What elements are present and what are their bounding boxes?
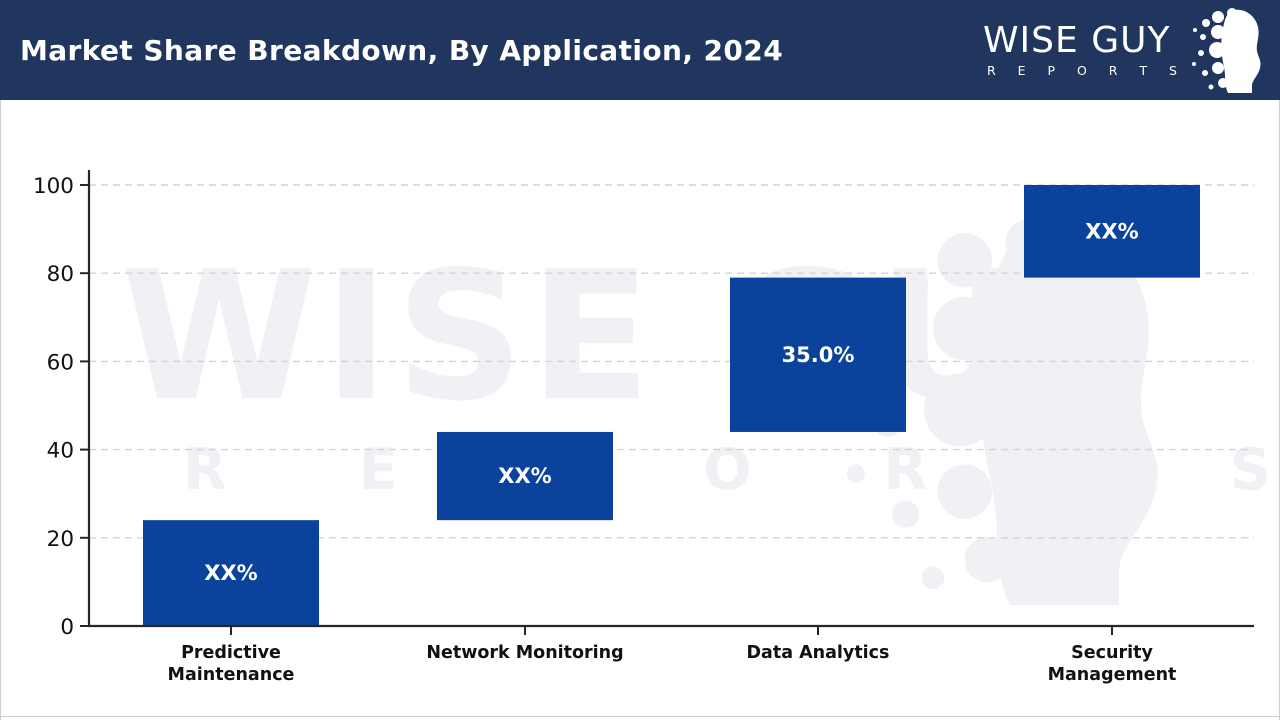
bar-predictive-maintenance xyxy=(143,520,319,626)
bar-value-label: XX% xyxy=(1085,219,1138,243)
bar-value-label: XX% xyxy=(498,464,551,488)
logo-sub: R E P O R T S xyxy=(986,62,1186,78)
bar-value-label: XX% xyxy=(204,561,257,585)
category-label-predictive-maintenance: Predictive Maintenance xyxy=(168,643,295,685)
waterfall-chart: XX% XX% 35.0% XX% 0 20 40 60 80 100 Predictive Main… xyxy=(33,170,1254,685)
header-banner: Market Share Breakdown, By Application, … xyxy=(0,0,1280,100)
bar-data-analytics xyxy=(730,277,906,432)
y-tick-label-40: 40 xyxy=(47,439,74,464)
chart-canvas: WISE GU R E P O R T S XX% XX% 35.0% XX% 0 20 4… xyxy=(0,100,1280,720)
y-tick-label-0: 0 xyxy=(60,615,74,640)
category-label-network-monitoring: Network Monitoring xyxy=(426,643,623,663)
logo-face-icon xyxy=(1192,8,1261,93)
category-label-security-management: Security Management xyxy=(1048,643,1177,685)
frame-bottom-border xyxy=(1,716,1280,717)
category-label-data-analytics: Data Analytics xyxy=(747,643,890,663)
logo-name: WISE GUY xyxy=(982,19,1171,61)
y-tick-label-100: 100 xyxy=(33,174,74,199)
y-tick-label-60: 60 xyxy=(47,350,74,375)
bar-network-monitoring xyxy=(437,431,613,521)
y-tick-label-20: 20 xyxy=(47,527,74,552)
wise-guy-logo: WISE GUY R E P O R T S xyxy=(983,7,1262,93)
bar-value-label: 35.0% xyxy=(782,343,855,367)
logo-text: WISE GUY R E P O R T S xyxy=(982,19,1186,78)
y-tick-label-80: 80 xyxy=(47,262,74,287)
page-title: Market Share Breakdown, By Application, … xyxy=(20,33,784,67)
